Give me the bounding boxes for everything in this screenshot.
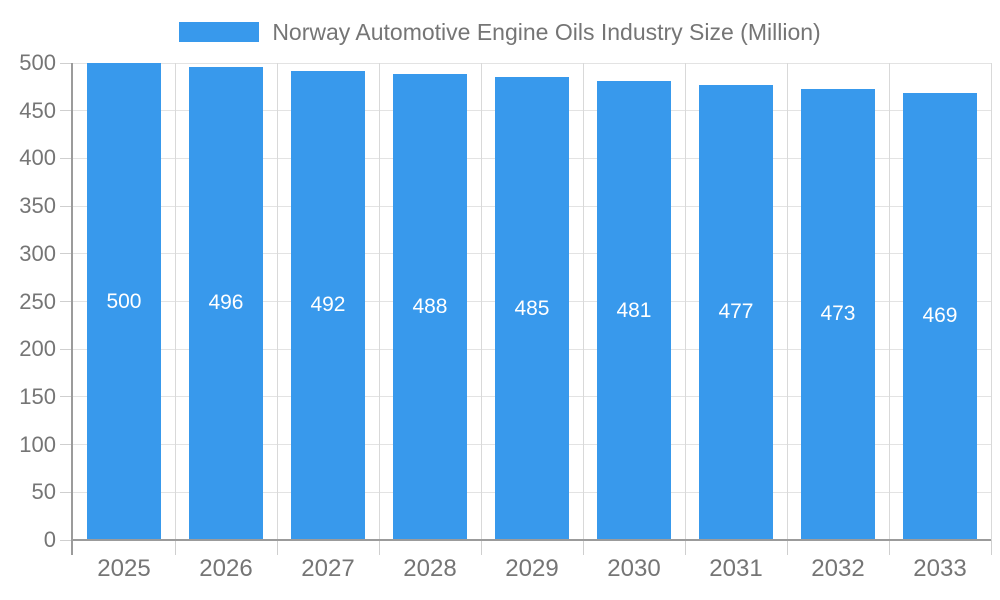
y-tick-mark bbox=[60, 396, 72, 398]
gridline-v bbox=[174, 63, 176, 540]
gridline-v bbox=[276, 63, 278, 540]
x-tick-label: 2026 bbox=[199, 555, 253, 582]
y-tick-mark bbox=[60, 491, 72, 493]
bar-cell: 500 bbox=[73, 63, 175, 540]
bar-cell: 496 bbox=[175, 63, 277, 540]
bar-value-label: 469 bbox=[922, 304, 958, 328]
x-tick-label: 2031 bbox=[709, 555, 763, 582]
x-tick-label: 2032 bbox=[811, 555, 865, 582]
x-tick-mark bbox=[174, 540, 176, 555]
bar-value-label: 500 bbox=[106, 289, 142, 313]
x-tick-mark bbox=[684, 540, 686, 555]
y-axis-line bbox=[71, 63, 73, 555]
y-tick-mark bbox=[60, 301, 72, 302]
bar[interactable]: 469 bbox=[903, 92, 977, 540]
x-tick-label: 2033 bbox=[913, 555, 967, 582]
x-tick-label: 2025 bbox=[97, 555, 151, 582]
gridline-v bbox=[378, 63, 380, 540]
y-tick-mark bbox=[60, 205, 72, 207]
bar[interactable]: 500 bbox=[87, 63, 161, 540]
y-tick-label: 250 bbox=[19, 288, 56, 314]
y-tick-label: 350 bbox=[19, 193, 56, 219]
bar-value-label: 485 bbox=[514, 296, 550, 320]
y-tick-mark bbox=[60, 62, 72, 64]
bar-value-label: 488 bbox=[412, 295, 448, 319]
y-tick-label: 500 bbox=[19, 50, 56, 75]
bar-value-label: 492 bbox=[310, 293, 346, 317]
x-tick-mark bbox=[786, 540, 788, 555]
bar-cell: 492 bbox=[277, 63, 379, 540]
legend-swatch-icon bbox=[179, 22, 260, 42]
bar-cell: 488 bbox=[379, 63, 481, 540]
legend-label: Norway Automotive Engine Oils Industry S… bbox=[272, 18, 821, 45]
y-tick-label: 100 bbox=[19, 431, 56, 457]
y-tick-label: 150 bbox=[19, 383, 56, 409]
x-tick-mark bbox=[888, 540, 890, 555]
x-axis-line bbox=[71, 539, 991, 541]
x-tick-label: 2027 bbox=[301, 555, 355, 582]
bar[interactable]: 492 bbox=[291, 70, 365, 540]
y-tick-label: 400 bbox=[19, 145, 56, 171]
gridline-v bbox=[786, 63, 788, 540]
x-tick-mark bbox=[378, 540, 380, 555]
y-tick-mark bbox=[60, 348, 72, 350]
legend-item[interactable]: Norway Automotive Engine Oils Industry S… bbox=[179, 18, 821, 46]
x-tick-mark bbox=[582, 540, 584, 555]
x-tick-mark bbox=[990, 540, 992, 555]
gridline-v bbox=[582, 63, 584, 540]
bar[interactable]: 488 bbox=[393, 74, 467, 540]
x-tick-mark bbox=[480, 540, 482, 555]
y-tick-mark bbox=[60, 444, 72, 446]
gridline-h bbox=[73, 62, 991, 64]
y-tick-mark bbox=[60, 157, 72, 159]
x-tick-label: 2028 bbox=[403, 555, 457, 582]
y-tick-label: 50 bbox=[31, 479, 56, 505]
bar[interactable]: 477 bbox=[699, 84, 773, 540]
bar[interactable]: 496 bbox=[189, 66, 263, 540]
y-tick-label: 450 bbox=[19, 97, 56, 123]
bar-cell: 485 bbox=[481, 63, 583, 540]
bar-value-label: 473 bbox=[820, 302, 856, 326]
y-tick-mark bbox=[60, 539, 72, 541]
bar-cell: 469 bbox=[889, 63, 991, 540]
plot-area: 500 496 492 488 485 481 477 473 469 bbox=[60, 62, 992, 555]
gridline-v bbox=[888, 63, 890, 540]
x-tick-label: 2030 bbox=[607, 555, 661, 582]
gridline-v bbox=[990, 63, 992, 540]
y-tick-mark bbox=[60, 253, 72, 255]
gridline-v bbox=[684, 63, 686, 540]
y-tick-label: 300 bbox=[19, 240, 56, 266]
x-tick-label: 2029 bbox=[505, 555, 559, 582]
y-tick-label: 200 bbox=[19, 336, 56, 362]
bar[interactable]: 473 bbox=[801, 88, 875, 540]
bar[interactable]: 481 bbox=[597, 81, 671, 540]
bar-value-label: 496 bbox=[208, 291, 244, 315]
legend: Norway Automotive Engine Oils Industry S… bbox=[0, 14, 1000, 50]
bar-cell: 481 bbox=[583, 63, 685, 540]
gridline-v bbox=[480, 63, 482, 540]
bar-cell: 473 bbox=[787, 63, 889, 540]
bar-cell: 477 bbox=[685, 63, 787, 540]
bar[interactable]: 485 bbox=[495, 77, 569, 540]
bar-value-label: 481 bbox=[616, 298, 652, 322]
y-tick-label: 0 bbox=[43, 527, 56, 552]
bar-value-label: 477 bbox=[718, 300, 754, 324]
y-tick-mark bbox=[60, 110, 72, 112]
x-tick-mark bbox=[276, 540, 278, 555]
